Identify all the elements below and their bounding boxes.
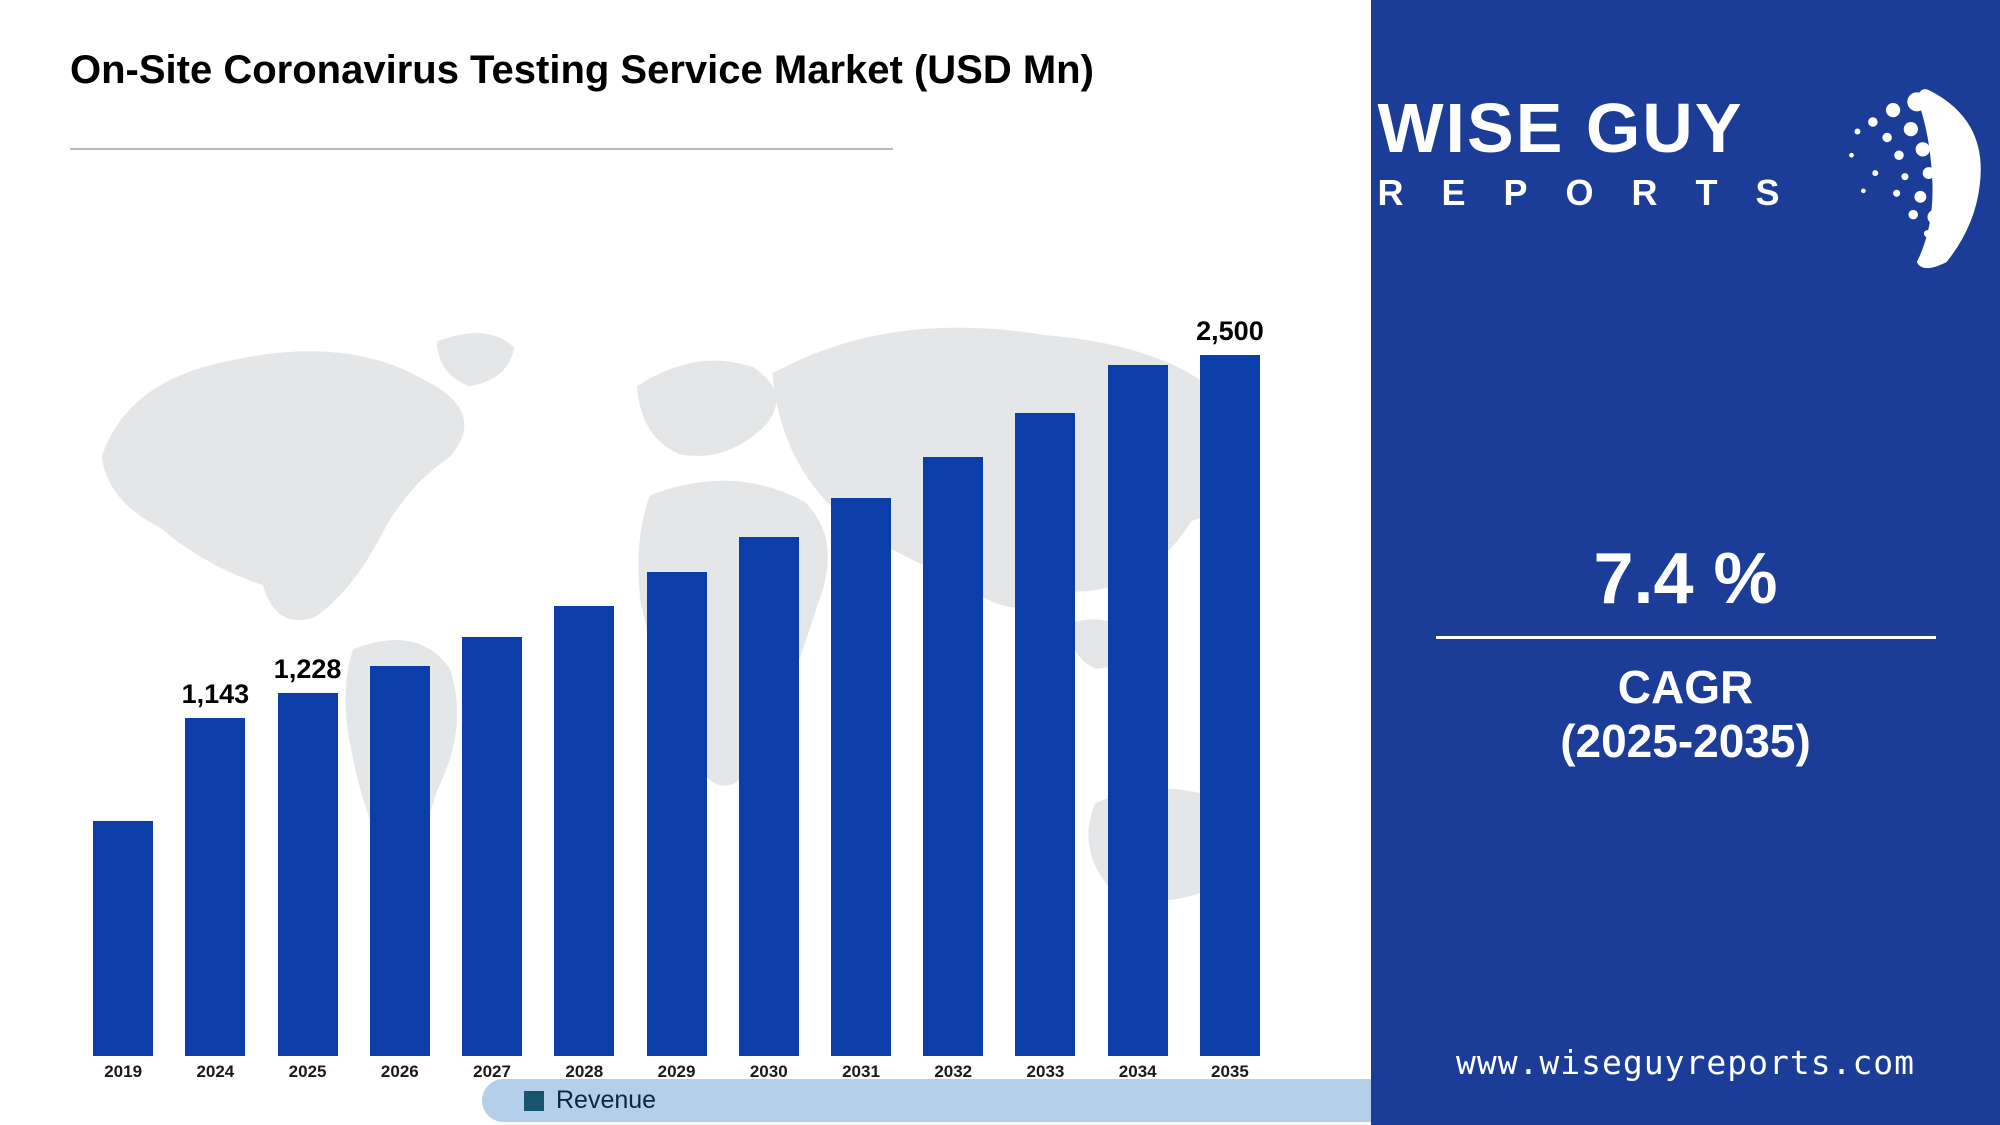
x-axis-label: 2034: [1118, 1062, 1157, 1081]
title-divider: [70, 148, 893, 150]
bar-2029: [646, 572, 707, 1056]
wise-guy-logo: WISE GUY REPORTS: [1371, 89, 2000, 284]
cagr-label: CAGR: [1617, 661, 1754, 713]
bar-value-label: 1,143: [181, 678, 250, 709]
bar-column-2032: 2032: [907, 316, 999, 1081]
right-sidebar: WISE GUY REPORTS 7.4 % CAGR (2025: [1371, 0, 2000, 1125]
x-axis-label: 2035: [1211, 1062, 1249, 1081]
x-axis-label: 2027: [473, 1062, 511, 1081]
bar-2027: [462, 636, 523, 1056]
bar-chart: 2019 1,143 2024 1,228 2025 2026 2027 2028 2029 20…: [77, 316, 1276, 1081]
bar-2028: [554, 605, 615, 1056]
bar-2034: [1107, 364, 1168, 1056]
bar-column-2031: 2031: [815, 316, 907, 1081]
legend-swatch: [524, 1090, 544, 1111]
cagr-period: (2025-2035): [1560, 715, 1811, 767]
bar-column-2028: 2028: [538, 316, 630, 1081]
bar-2033: [1015, 412, 1076, 1056]
bar-2026: [369, 665, 430, 1056]
legend-strip: Revenue: [482, 1079, 1371, 1122]
bar-2035: [1199, 355, 1260, 1056]
bar-2031: [830, 498, 891, 1056]
x-axis-label: 2019: [104, 1062, 143, 1081]
x-axis-label: 2030: [749, 1062, 788, 1081]
bar-2032: [923, 456, 984, 1056]
sidebar-divider: [1435, 636, 1936, 639]
bar-value-label: 2,500: [1196, 316, 1264, 346]
bar-2030: [738, 536, 799, 1056]
x-axis-label: 2029: [657, 1062, 696, 1081]
x-axis-label: 2032: [934, 1062, 973, 1081]
website-url: www.wiseguyreports.com: [1455, 1043, 1916, 1082]
chart-title: On-Site Coronavirus Testing Service Mark…: [70, 48, 1094, 92]
bar-column-2027: 2027: [446, 316, 538, 1081]
x-axis-label: 2031: [842, 1062, 880, 1081]
bar-column-2024: 1,143 2024: [169, 316, 261, 1081]
x-axis-label: 2026: [380, 1062, 419, 1081]
bar-column-2033: 2033: [999, 316, 1091, 1081]
bar-value-label: 1,228: [273, 653, 342, 684]
bar-column-2035: 2,500 2035: [1184, 316, 1276, 1081]
cagr-value: 7.4 %: [1593, 539, 1778, 619]
bar-column-2030: 2030: [723, 316, 815, 1081]
logo-head-icon: [1848, 89, 1981, 269]
bar-column-2034: 2034: [1092, 316, 1184, 1081]
x-axis-label: 2025: [288, 1062, 327, 1081]
bar-2019: [93, 820, 154, 1056]
legend-label: Revenue: [556, 1086, 657, 1114]
x-axis-label: 2024: [196, 1062, 235, 1081]
bar-column-2019: 2019: [77, 316, 169, 1081]
bar-2024: [185, 717, 246, 1056]
logo-wordmark-line1: WISE GUY: [1377, 89, 1744, 167]
bar-column-2029: 2029: [630, 316, 722, 1081]
x-axis-label: 2028: [565, 1062, 604, 1081]
logo-wordmark-line2: REPORTS: [1377, 171, 1818, 213]
bar-column-2025: 1,228 2025: [261, 316, 353, 1081]
bar-column-2026: 2026: [354, 316, 446, 1081]
x-axis-label: 2033: [1026, 1062, 1065, 1081]
bar-2025: [277, 692, 338, 1056]
logo-text: WISE GUY REPORTS: [1377, 89, 1818, 214]
